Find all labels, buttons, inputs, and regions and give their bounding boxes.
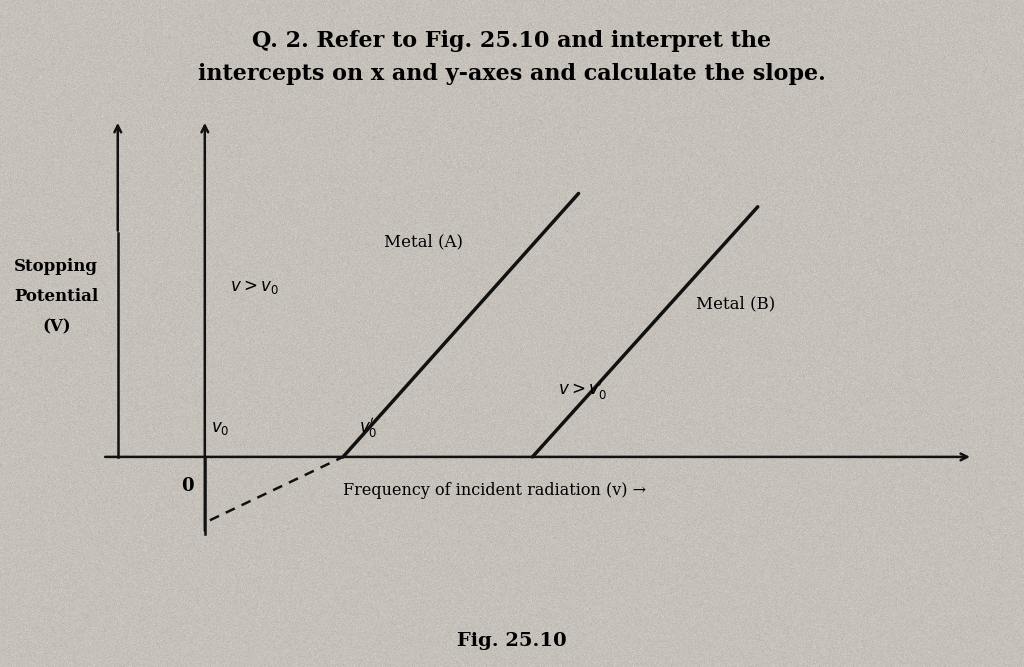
Text: Metal (A): Metal (A) [384,233,463,250]
Text: $v > v_0$: $v > v_0$ [230,278,280,295]
Text: (V): (V) [42,318,71,336]
Text: Metal (B): Metal (B) [696,295,775,312]
Text: $v_0'$: $v_0'$ [359,416,378,440]
Text: $v > v_0'$: $v > v_0'$ [558,378,607,402]
Text: Frequency of incident radiation (v) →: Frequency of incident radiation (v) → [343,482,646,498]
Text: intercepts on x and y-axes and calculate the slope.: intercepts on x and y-axes and calculate… [198,63,826,85]
Text: $v_0$: $v_0$ [211,420,229,437]
Text: Stopping: Stopping [14,258,98,275]
Text: 0: 0 [181,477,194,495]
Text: Fig. 25.10: Fig. 25.10 [457,632,567,650]
Text: Q. 2. Refer to Fig. 25.10 and interpret the: Q. 2. Refer to Fig. 25.10 and interpret … [253,30,771,52]
Text: Potential: Potential [14,288,98,305]
